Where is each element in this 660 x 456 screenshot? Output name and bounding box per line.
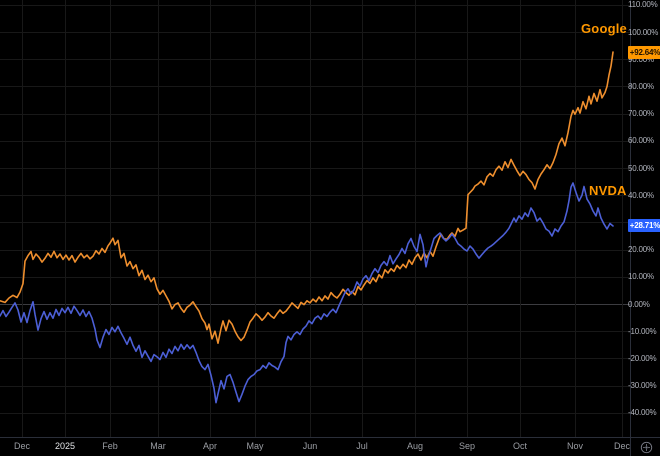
price-tick-label: 100.00% xyxy=(628,27,659,37)
price-tick-label: 50.00% xyxy=(628,163,654,173)
series-label-nvda[interactable]: NVDA xyxy=(589,183,627,198)
time-tick-label: Apr xyxy=(202,441,218,451)
price-tick-label: 110.00% xyxy=(628,0,658,10)
last-value-badge-google: +92.64% xyxy=(628,45,660,59)
last-value-badge-nvda: +28.71% xyxy=(628,219,660,233)
time-tick-label: Dec xyxy=(13,441,31,451)
timezone-settings-button[interactable] xyxy=(630,437,660,456)
price-tick-label: 10.00% xyxy=(628,272,654,282)
price-tick-label: 90.00% xyxy=(628,54,654,64)
price-chart-canvas[interactable] xyxy=(0,0,630,437)
time-tick-label-year: 2025 xyxy=(54,441,76,451)
time-tick-label: Jun xyxy=(302,441,318,451)
price-scale[interactable]: +92.64% +28.71% 110.00% 100.00% 90.00% 80.0… xyxy=(628,0,660,437)
chart-pane[interactable]: Google NVDA xyxy=(0,0,630,437)
time-tick-label: Mar xyxy=(150,441,166,451)
series-line-google[interactable] xyxy=(0,51,614,345)
price-tick-label: 40.00% xyxy=(628,190,654,200)
time-tick-label: May xyxy=(246,441,264,451)
series-line-nvda[interactable] xyxy=(0,182,614,404)
gear-icon xyxy=(640,441,652,453)
time-tick-label: Nov xyxy=(566,441,584,451)
series-label-google[interactable]: Google xyxy=(581,21,627,36)
time-tick-label: Aug xyxy=(406,441,424,451)
time-tick-label: Sep xyxy=(458,441,476,451)
time-scale[interactable]: Dec 2025 Feb Mar Apr May Jun Jul Aug Sep Oct Nov Dec xyxy=(0,437,630,456)
price-tick-label: 0.00% xyxy=(628,299,650,309)
time-tick-label: Jul xyxy=(356,441,368,451)
price-tick-label: -20.00% xyxy=(628,353,657,363)
price-tick-label: -40.00% xyxy=(628,408,657,418)
time-tick-label: Feb xyxy=(102,441,118,451)
price-tick-label: -10.00% xyxy=(628,326,657,336)
price-tick-label: -30.00% xyxy=(628,381,657,391)
price-tick-label: 20.00% xyxy=(628,245,654,255)
time-tick-label: Oct xyxy=(512,441,528,451)
price-tick-label: 70.00% xyxy=(628,109,654,119)
price-tick-label: 80.00% xyxy=(628,81,654,91)
time-tick-label: Dec xyxy=(613,441,631,451)
price-tick-label: 60.00% xyxy=(628,136,654,146)
